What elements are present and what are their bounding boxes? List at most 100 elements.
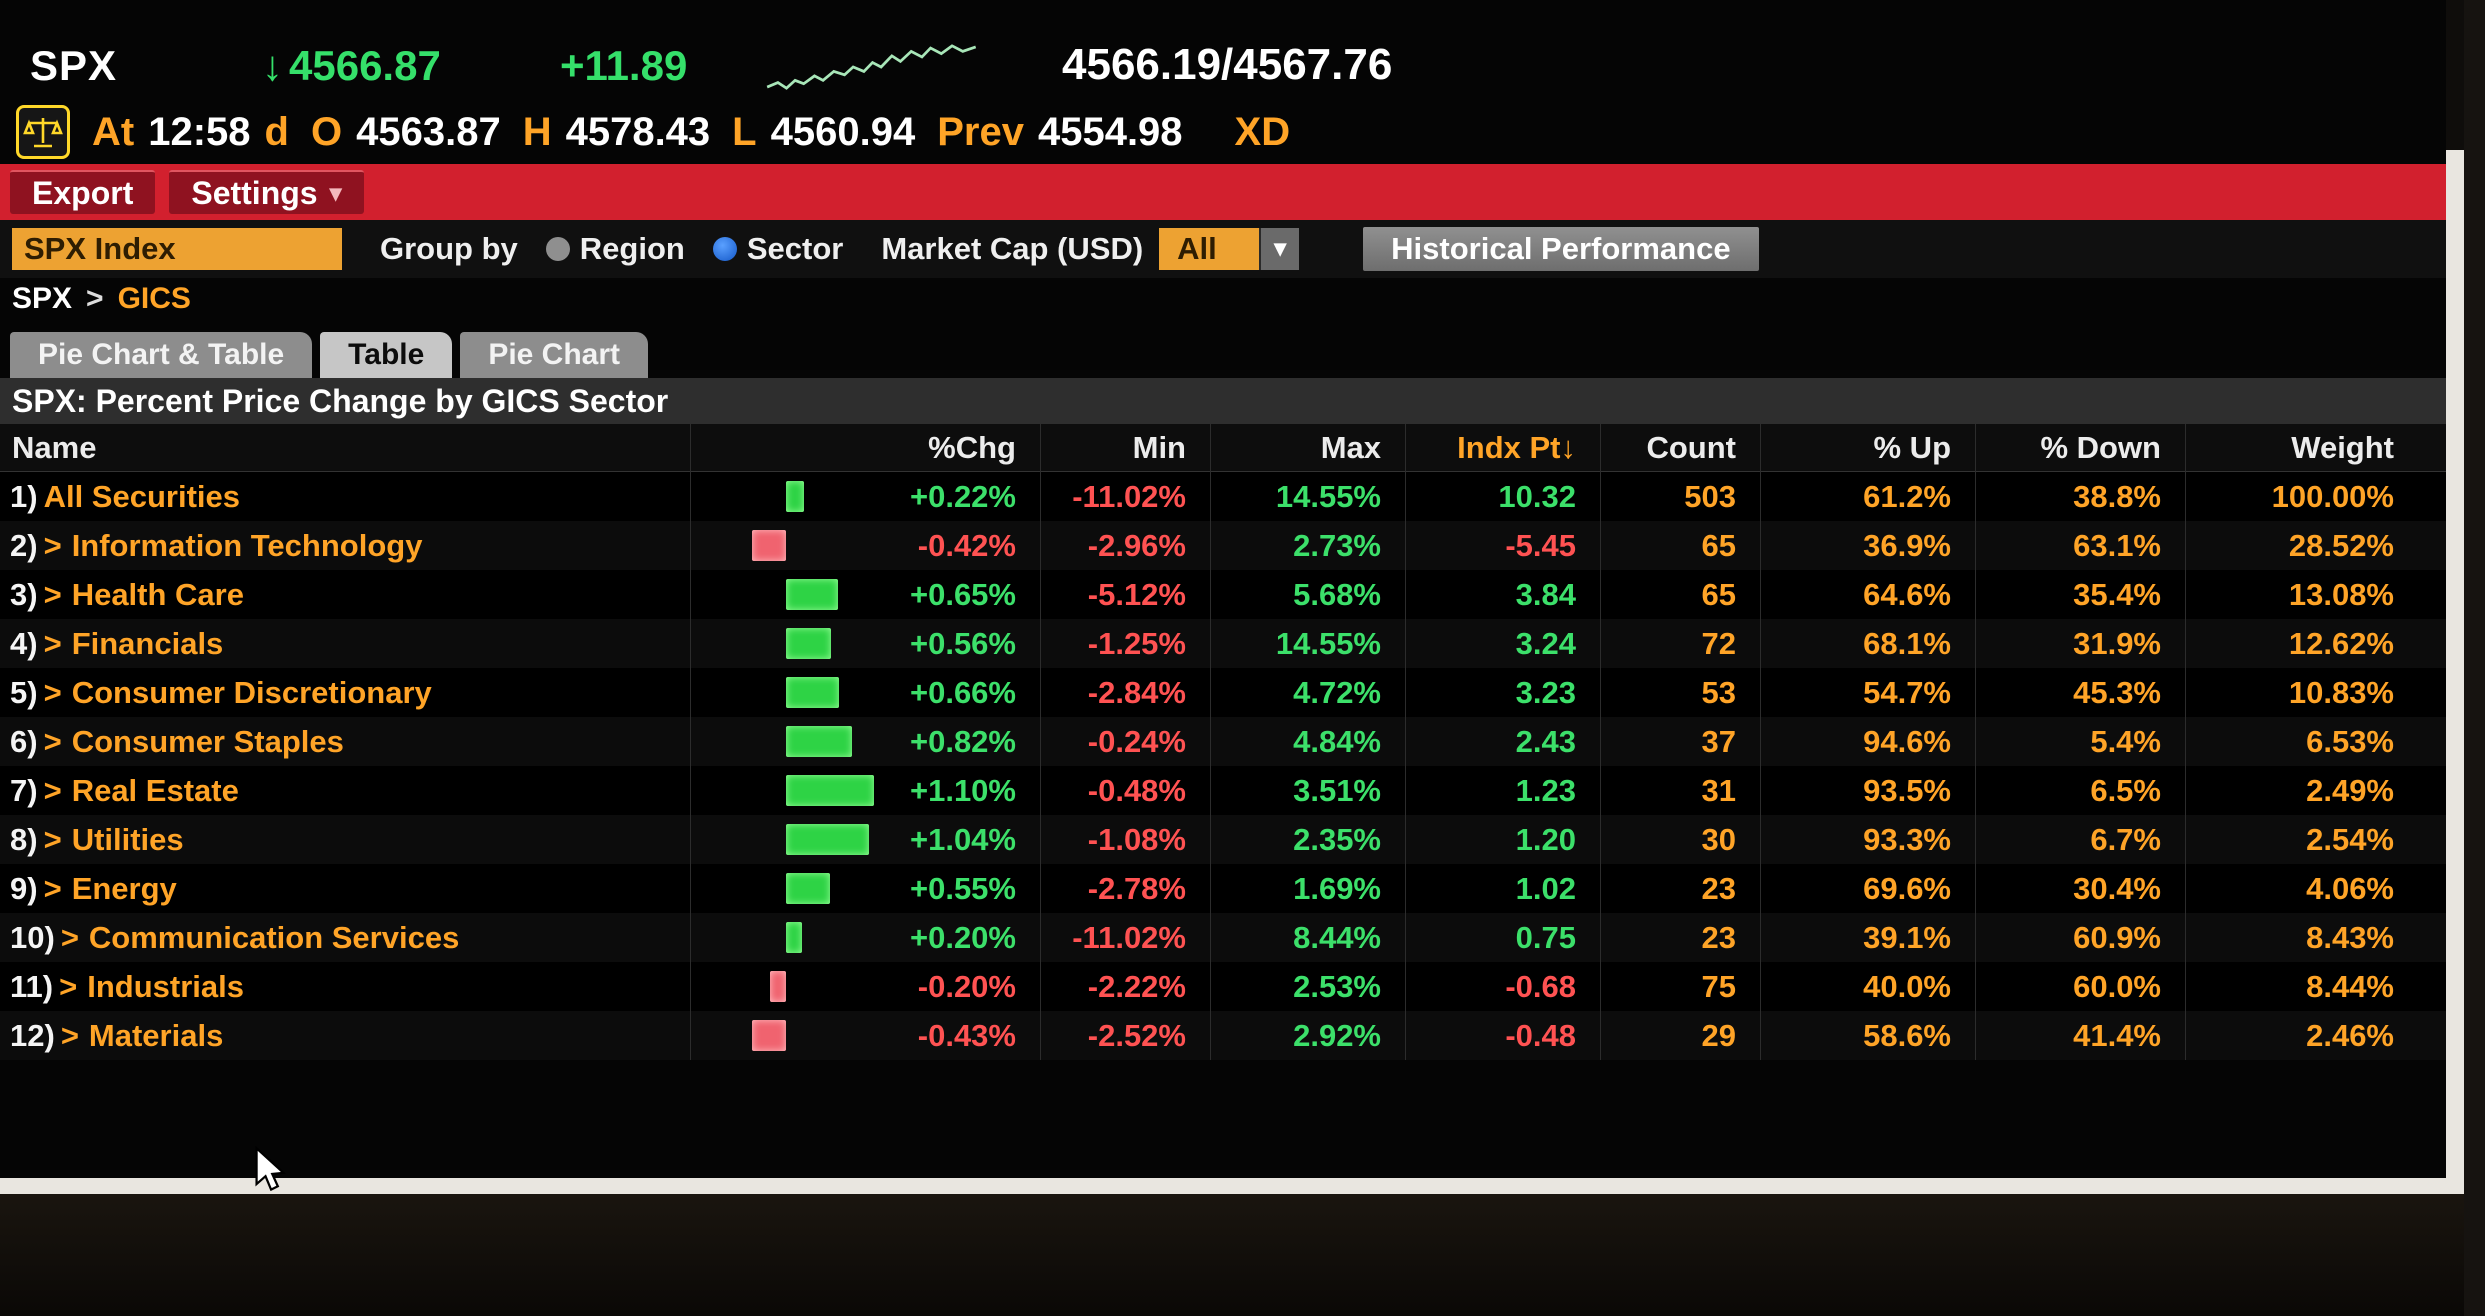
pct-chg-cell: +0.66% xyxy=(690,668,1040,717)
row-number: 1) xyxy=(10,479,38,514)
sector-name[interactable]: 1) All Securities xyxy=(0,472,690,521)
sector-name-label: Industrials xyxy=(87,969,244,1004)
drilldown-arrow-icon: > xyxy=(43,773,62,808)
window-frame-right xyxy=(2446,150,2464,1194)
high-price: 4578.43 xyxy=(565,109,711,154)
col-count[interactable]: Count xyxy=(1600,424,1760,472)
chevron-down-icon: ▾ xyxy=(1259,228,1300,270)
col-max[interactable]: Max xyxy=(1210,424,1405,472)
change-bar xyxy=(752,1020,786,1051)
low-price: 4560.94 xyxy=(770,109,916,154)
sector-name-label: Energy xyxy=(71,871,177,906)
pct-down-cell: 30.4% xyxy=(1975,864,2185,913)
indx-pt-cell: 3.24 xyxy=(1405,619,1600,668)
sector-name[interactable]: 11) > Industrials xyxy=(0,962,690,1011)
market-cap-value: All xyxy=(1159,228,1260,270)
tab-pie-chart[interactable]: Pie Chart xyxy=(460,332,649,378)
table-row[interactable]: 8) > Utilities +1.04% -1.08% 2.35% 1.20 30 93.3%… xyxy=(0,815,2446,864)
max-cell: 2.92% xyxy=(1210,1011,1405,1060)
table-row[interactable]: 7) > Real Estate +1.10% -0.48% 3.51% 1.23 31 93.… xyxy=(0,766,2446,815)
pct-up-cell: 68.1% xyxy=(1760,619,1975,668)
count-cell: 29 xyxy=(1600,1011,1760,1060)
weight-cell: 100.00% xyxy=(2185,472,2446,521)
security-input[interactable]: SPX Index xyxy=(12,228,342,270)
sector-name[interactable]: 6) > Consumer Staples xyxy=(0,717,690,766)
col-weight[interactable]: Weight xyxy=(2185,424,2446,472)
sector-name-label: Information Technology xyxy=(71,528,423,563)
export-button[interactable]: Export xyxy=(10,170,156,214)
indx-pt-cell: 1.02 xyxy=(1405,864,1600,913)
below-window-area xyxy=(0,1194,2464,1316)
market-cap-dropdown[interactable]: All ▾ xyxy=(1159,228,1300,270)
table-row[interactable]: 3) > Health Care +0.65% -5.12% 5.68% 3.84 65 64.… xyxy=(0,570,2446,619)
table-row[interactable]: 4) > Financials +0.56% -1.25% 14.55% 3.24 72 68.… xyxy=(0,619,2446,668)
min-cell: -2.22% xyxy=(1040,962,1210,1011)
col-pct-up[interactable]: % Up xyxy=(1760,424,1975,472)
sector-name[interactable]: 2) > Information Technology xyxy=(0,521,690,570)
sector-name[interactable]: 8) > Utilities xyxy=(0,815,690,864)
settings-button[interactable]: Settings ▾ xyxy=(169,170,364,214)
radio-sector[interactable]: Sector xyxy=(712,231,843,267)
menu-bar: Export Settings ▾ xyxy=(0,164,2446,220)
table-row[interactable]: 6) > Consumer Staples +0.82% -0.24% 4.84% 2.43… xyxy=(0,717,2446,766)
col-indx-pt[interactable]: Indx Pt↓ xyxy=(1405,424,1600,472)
sector-name-label: Financials xyxy=(71,626,224,661)
row-number: 7) xyxy=(10,773,38,808)
change-bar xyxy=(770,971,786,1002)
table-row[interactable]: 10) > Communication Services +0.20% -11.02% 8… xyxy=(0,913,2446,962)
sort-descending-icon: ↓ xyxy=(1560,430,1577,465)
min-cell: -2.96% xyxy=(1040,521,1210,570)
col-pct-down[interactable]: % Down xyxy=(1975,424,2185,472)
table-row[interactable]: 1) All Securities +0.22% -11.02% 14.55% 10.32… xyxy=(0,472,2446,521)
table-row[interactable]: 5) > Consumer Discretionary +0.66% -2.84% 4.7… xyxy=(0,668,2446,717)
sector-name[interactable]: 3) > Health Care xyxy=(0,570,690,619)
table-header: Name %Chg Min Max Indx Pt↓ Count % Up % … xyxy=(0,424,2446,472)
tab-table[interactable]: Table xyxy=(320,332,453,378)
sector-name-label: Real Estate xyxy=(71,773,239,808)
row-number: 11) xyxy=(10,969,54,1004)
table-row[interactable]: 12) > Materials -0.43% -2.52% 2.92% -0.48 29 58.… xyxy=(0,1011,2446,1060)
table-row[interactable]: 9) > Energy +0.55% -2.78% 1.69% 1.02 23 69.6% 30.… xyxy=(0,864,2446,913)
sector-name[interactable]: 4) > Financials xyxy=(0,619,690,668)
breadcrumb-root[interactable]: SPX xyxy=(12,282,73,315)
min-cell: -2.78% xyxy=(1040,864,1210,913)
pct-up-cell: 36.9% xyxy=(1760,521,1975,570)
breadcrumb-current[interactable]: GICS xyxy=(117,282,191,315)
xd-flag: XD xyxy=(1234,109,1291,154)
sector-name[interactable]: 10) > Communication Services xyxy=(0,913,690,962)
count-cell: 72 xyxy=(1600,619,1760,668)
col-pct-chg[interactable]: %Chg xyxy=(690,424,1040,472)
net-change: +11.89 xyxy=(560,42,688,89)
pct-down-cell: 45.3% xyxy=(1975,668,2185,717)
sector-name[interactable]: 9) > Energy xyxy=(0,864,690,913)
historical-performance-button[interactable]: Historical Performance xyxy=(1363,227,1759,271)
sector-name[interactable]: 5) > Consumer Discretionary xyxy=(0,668,690,717)
max-cell: 14.55% xyxy=(1210,619,1405,668)
tab-pie-chart-and-table[interactable]: Pie Chart & Table xyxy=(10,332,313,378)
drilldown-arrow-icon: > xyxy=(43,822,62,857)
pct-chg-cell: +1.10% xyxy=(690,766,1040,815)
col-name[interactable]: Name xyxy=(12,430,97,465)
max-cell: 2.73% xyxy=(1210,521,1405,570)
chevron-down-icon: ▾ xyxy=(329,179,342,207)
pct-down-cell: 60.9% xyxy=(1975,913,2185,962)
sector-name-label: Health Care xyxy=(71,577,244,612)
table-row[interactable]: 11) > Industrials -0.20% -2.22% 2.53% -0.68 75 4… xyxy=(0,962,2446,1011)
drilldown-arrow-icon: > xyxy=(60,1018,79,1053)
bid-ask-price: 4566.19/4567.76 xyxy=(1062,40,1393,89)
col-min[interactable]: Min xyxy=(1040,424,1210,472)
sector-name-label: Communication Services xyxy=(88,920,460,955)
sector-name[interactable]: 7) > Real Estate xyxy=(0,766,690,815)
row-number: 6) xyxy=(10,724,38,759)
count-cell: 503 xyxy=(1600,472,1760,521)
sector-name[interactable]: 12) > Materials xyxy=(0,1011,690,1060)
pct-up-cell: 69.6% xyxy=(1760,864,1975,913)
scales-icon[interactable] xyxy=(16,105,70,159)
high-label: H xyxy=(522,109,552,154)
radio-region[interactable]: Region xyxy=(545,231,685,267)
table-row[interactable]: 2) > Information Technology -0.42% -2.96% 2.7… xyxy=(0,521,2446,570)
change-bar xyxy=(786,726,852,757)
pct-up-cell: 58.6% xyxy=(1760,1011,1975,1060)
pct-chg-cell: +0.55% xyxy=(690,864,1040,913)
